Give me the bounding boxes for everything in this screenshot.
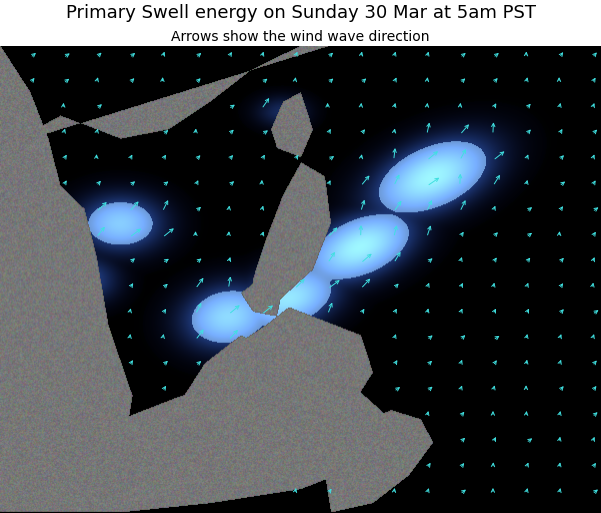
Text: Arrows show the wind wave direction: Arrows show the wind wave direction [171, 30, 430, 44]
Text: Primary Swell energy on Sunday 30 Mar at 5am PST: Primary Swell energy on Sunday 30 Mar at… [66, 4, 535, 22]
